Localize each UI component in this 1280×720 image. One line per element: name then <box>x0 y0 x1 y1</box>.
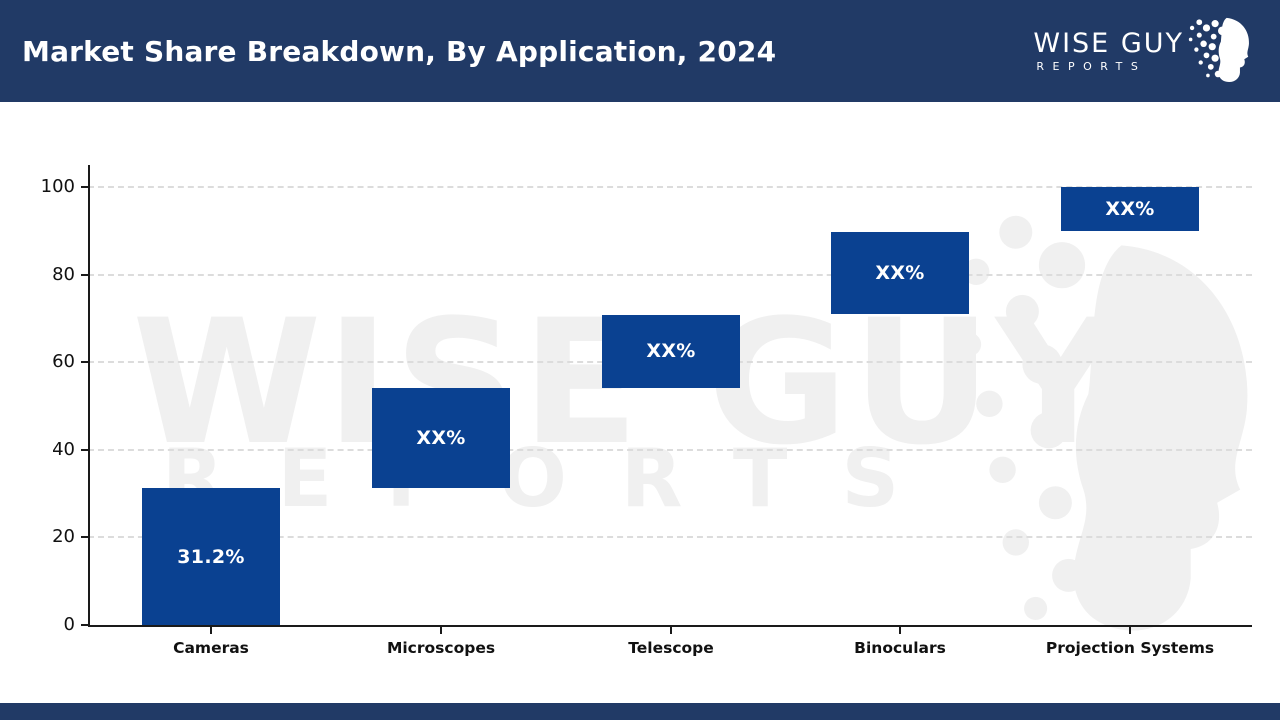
logo-tagline: REPORTS <box>1036 60 1147 73</box>
category-label: Telescope <box>628 639 714 657</box>
bar-projection-systems: XX% <box>1061 187 1199 231</box>
category-label: Projection Systems <box>1045 639 1215 657</box>
x-tick-mark <box>210 627 212 634</box>
bar-value-label: XX% <box>646 340 696 363</box>
page-title: Market Share Breakdown, By Application, … <box>22 34 777 68</box>
y-tick-mark <box>81 273 88 276</box>
chart-area: WISE GUY REPORTS 0 20 40 60 80 100 31.2% Camera… <box>0 102 1280 703</box>
gridline <box>88 448 1252 451</box>
bar-value-label: XX% <box>416 426 466 449</box>
bar-value-label: XX% <box>1105 197 1155 220</box>
bar-value-label: 31.2% <box>177 545 245 568</box>
y-tick-mark <box>81 361 88 364</box>
y-tick-label: 80 <box>52 263 75 285</box>
wiseguy-logo: WISE GUY REPORTS <box>1033 11 1254 91</box>
bar-telescope: XX% <box>602 314 740 388</box>
bar-cameras: 31.2% <box>142 488 280 625</box>
y-tick-label: 20 <box>52 526 75 548</box>
x-tick-mark <box>440 627 442 634</box>
category-label: Microscopes <box>386 639 496 657</box>
x-tick-mark <box>1129 627 1131 634</box>
watermark-face-icon <box>958 195 1248 631</box>
y-tick-mark <box>81 624 88 626</box>
header-bar: Market Share Breakdown, By Application, … <box>0 0 1280 102</box>
logo-text: WISE GUY REPORTS <box>1033 30 1184 72</box>
y-tick-label: 40 <box>52 438 75 460</box>
y-tick-mark <box>81 536 88 539</box>
gridline <box>88 186 1252 188</box>
bar-binoculars: XX% <box>831 232 969 314</box>
x-tick-mark <box>899 627 901 634</box>
category-label: Binoculars <box>854 639 946 657</box>
logo-name: WISE GUY <box>1033 28 1184 59</box>
bar-microscopes: XX% <box>372 388 510 488</box>
gridline <box>88 536 1252 539</box>
y-tick-mark <box>81 448 88 451</box>
logo-face-icon <box>1188 17 1250 83</box>
category-label: Cameras <box>173 639 249 657</box>
y-tick-label: 60 <box>52 351 75 373</box>
y-tick-label: 100 <box>40 176 75 197</box>
footer-bar <box>0 703 1280 720</box>
watermark-text-2: REPORTS <box>162 432 954 525</box>
y-axis <box>88 165 90 627</box>
bar-value-label: XX% <box>875 262 925 285</box>
x-tick-mark <box>670 627 672 634</box>
x-axis <box>88 625 1252 627</box>
y-tick-mark <box>81 186 88 188</box>
gridline <box>88 273 1252 276</box>
y-tick-label: 0 <box>63 614 75 635</box>
